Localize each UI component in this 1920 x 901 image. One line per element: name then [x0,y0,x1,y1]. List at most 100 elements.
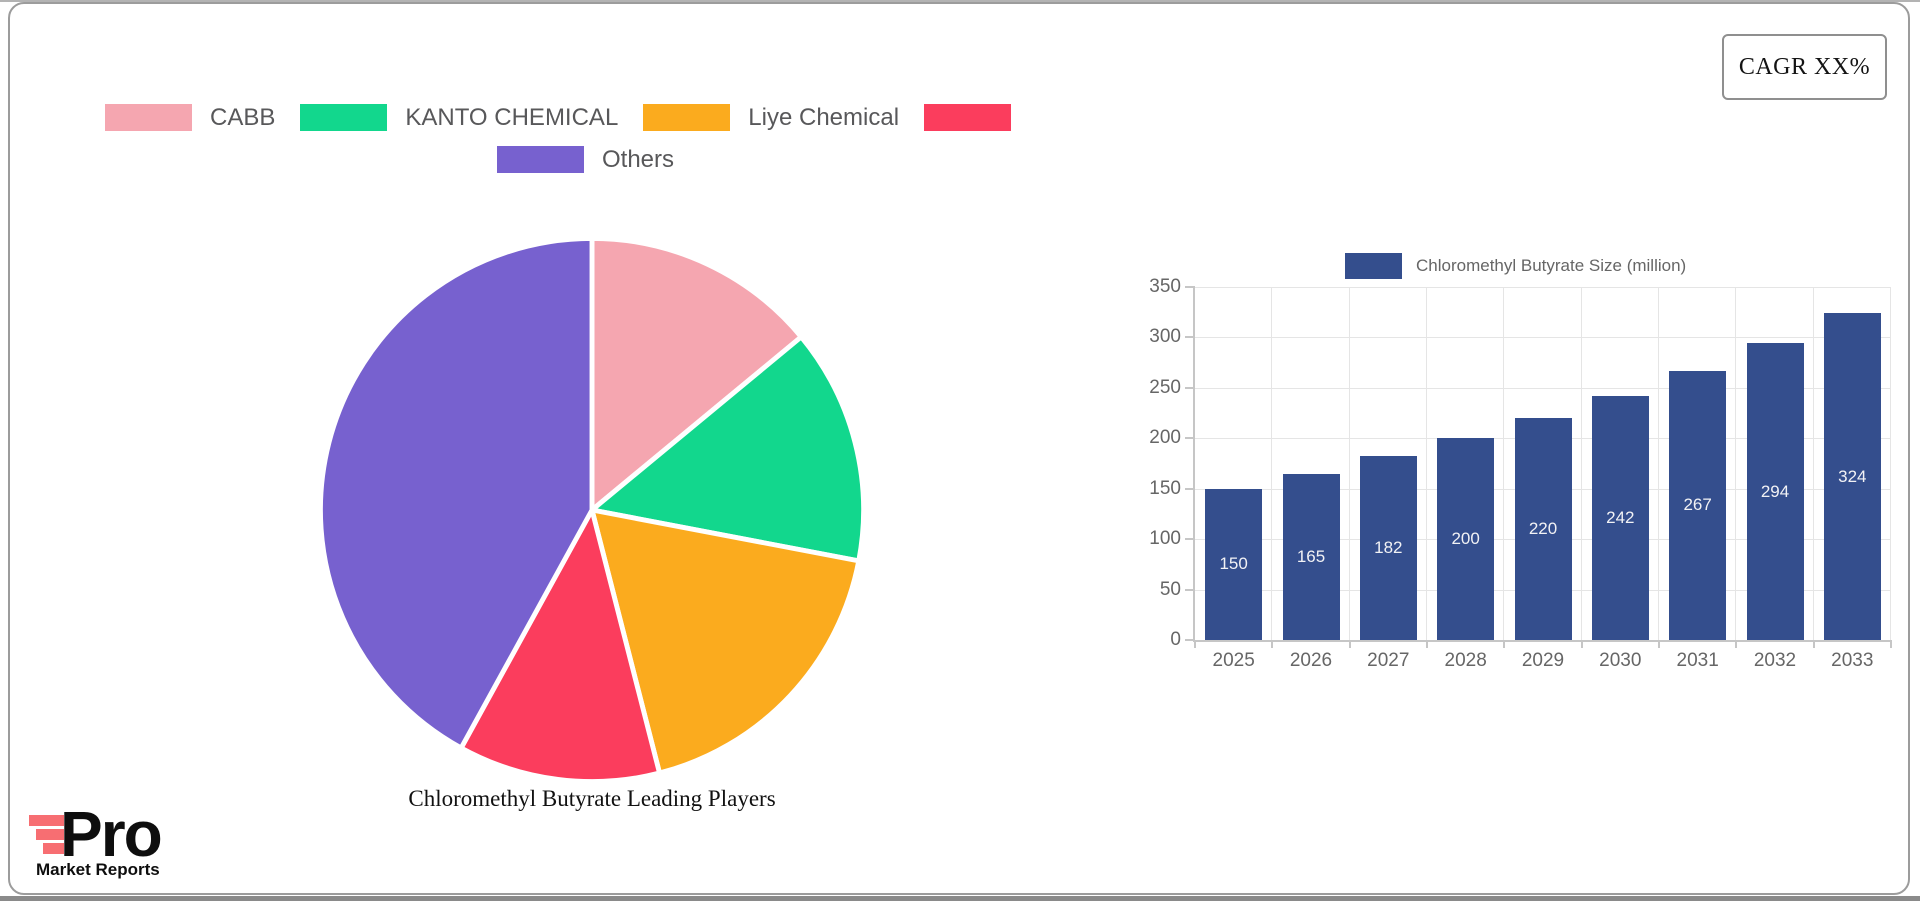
bar-xtick-year: 2028 [1444,650,1487,671]
bar-xtick [1426,640,1428,648]
bar-2031[interactable]: 267 [1669,370,1727,640]
bar-xtick [1658,640,1660,648]
bar-value-label: 324 [1838,466,1867,486]
bar-gridline-v [1271,287,1273,640]
bar-xtick-year: 2027 [1367,650,1410,671]
page-bottom-edge [0,896,1920,901]
report-frame [8,2,1910,895]
bar-gridline-h [1195,287,1891,288]
pie-slice-unlabeled[interactable] [458,507,662,785]
pie-slice-CABB[interactable] [589,235,804,513]
pie-slice-Others[interactable] [318,235,595,751]
bar-ytick [1185,639,1195,641]
bar-gridline-v [1658,287,1659,640]
bar-ytick [1185,538,1195,541]
bar-gridline-v [1503,287,1505,640]
bar-ytick [1185,286,1195,288]
pie-legend-label: Others [602,146,675,173]
logo-bar-1 [29,815,64,826]
pie-legend-label: Liye Chemical [748,104,900,131]
bar-xtick-year: 2032 [1753,650,1797,671]
pie-chart [318,235,867,785]
pie-legend-row-2: Others [497,146,674,173]
bar-xtick [1271,640,1274,648]
bar-ytick [1185,487,1195,490]
pie-legend-item-KANTO CHEMICAL[interactable]: KANTO CHEMICAL [300,104,618,131]
logo-tagline: Market Reports [36,860,160,879]
pie-legend-label: CABB [210,104,276,131]
bar-xtick-year: 2033 [1831,650,1874,671]
bar-2033[interactable]: 324 [1823,313,1881,640]
bar-legend-swatch [1345,253,1402,279]
pie-legend-item-unlabeled[interactable] [924,104,1012,131]
bar-ytick [1185,386,1195,389]
bar-legend-label: Chloromethyl Butyrate Size (million) [1416,256,1687,275]
bar-xtick [1890,640,1892,648]
bar-xtick [1503,640,1506,648]
bar-gridline-v [1735,287,1737,640]
logo-bar-3 [43,843,64,854]
logo-wordmark: Pro [60,798,163,870]
bar-gridline-v [1812,287,1814,640]
bar-xtick [1580,640,1583,648]
bar-xtick-year: 2025 [1212,650,1255,671]
bar-gridline-h [1195,337,1891,339]
bar-2032[interactable]: 294 [1746,343,1804,640]
bar-value-label: 182 [1374,538,1403,558]
pie-legend-swatch [497,146,584,173]
bar-value-label: 294 [1760,481,1790,501]
bar-value-label: 267 [1683,495,1712,515]
bar-xtick [1348,640,1351,648]
bar-ytick-label: 250 [1149,376,1181,398]
bar-ytick [1185,336,1195,339]
bar-ytick-label: 350 [1149,276,1181,297]
bar-ytick-label: 50 [1159,578,1181,600]
bar-xtick [1812,640,1815,648]
page-top-edge [0,0,1920,2]
bar-gridline-v [1890,287,1891,640]
bar-2027[interactable]: 182 [1359,456,1417,640]
pie-legend-swatch [105,104,192,131]
pie-legend-swatch [300,104,388,131]
bar-xtick [1735,640,1738,648]
bar-value-label: 242 [1606,507,1635,527]
bar-gridline-v [1580,287,1582,640]
bar-2028[interactable]: 200 [1437,438,1495,640]
pie-legend-label: KANTO CHEMICAL [405,104,619,131]
bar-ytick [1185,437,1195,440]
bar-ytick-label: 300 [1149,326,1181,348]
cagr-badge: CAGR XX% [1722,34,1887,100]
pie-slice-KANTO CHEMICAL[interactable] [589,334,867,564]
bar-gridline-h [1195,387,1891,389]
pie-slice-Liye Chemical[interactable] [589,507,862,776]
bar-value-label: 150 [1219,554,1248,574]
bar-2030[interactable]: 242 [1591,395,1649,640]
bar-value-label: 200 [1451,529,1480,549]
bar-ytick-label: 100 [1149,528,1181,550]
bar-chart: 0 50 100 150 200 250 300 350 150 2025 165 2026 182 20… [1149,276,1892,671]
bar-gridline-v [1348,287,1350,640]
bar-legend[interactable]: Chloromethyl Butyrate Size (million) [1345,253,1686,279]
pie-legend-swatch [924,104,1012,131]
bar-2026[interactable]: 165 [1282,473,1340,640]
bar-xtick-year: 2029 [1521,650,1565,671]
bar-xtick-year: 2030 [1599,650,1642,671]
bar-xtick [1194,640,1196,648]
bar-ytick [1185,588,1195,591]
pie-legend-item-Liye Chemical[interactable]: Liye Chemical [643,104,899,131]
pie-title: Chloromethyl Butyrate Leading Players [408,786,776,811]
pie-legend-item-CABB[interactable]: CABB [105,104,275,131]
bar-xtick-year: 2031 [1676,650,1719,671]
pie-legend-item-Others[interactable]: Others [497,146,674,173]
pie-legend-swatch [643,104,731,131]
logo-bar-2 [36,829,64,840]
cagr-badge-label: CAGR XX% [1738,53,1871,80]
bar-2025[interactable]: 150 [1205,488,1263,640]
bar-xtick-year: 2026 [1289,650,1333,671]
bar-2029[interactable]: 220 [1514,418,1572,640]
bar-ytick-label: 0 [1170,629,1181,650]
bar-gridline-v [1426,287,1427,640]
bar-ytick-label: 150 [1149,477,1181,499]
bar-value-label: 220 [1528,519,1558,539]
bar-value-label: 165 [1296,546,1326,566]
